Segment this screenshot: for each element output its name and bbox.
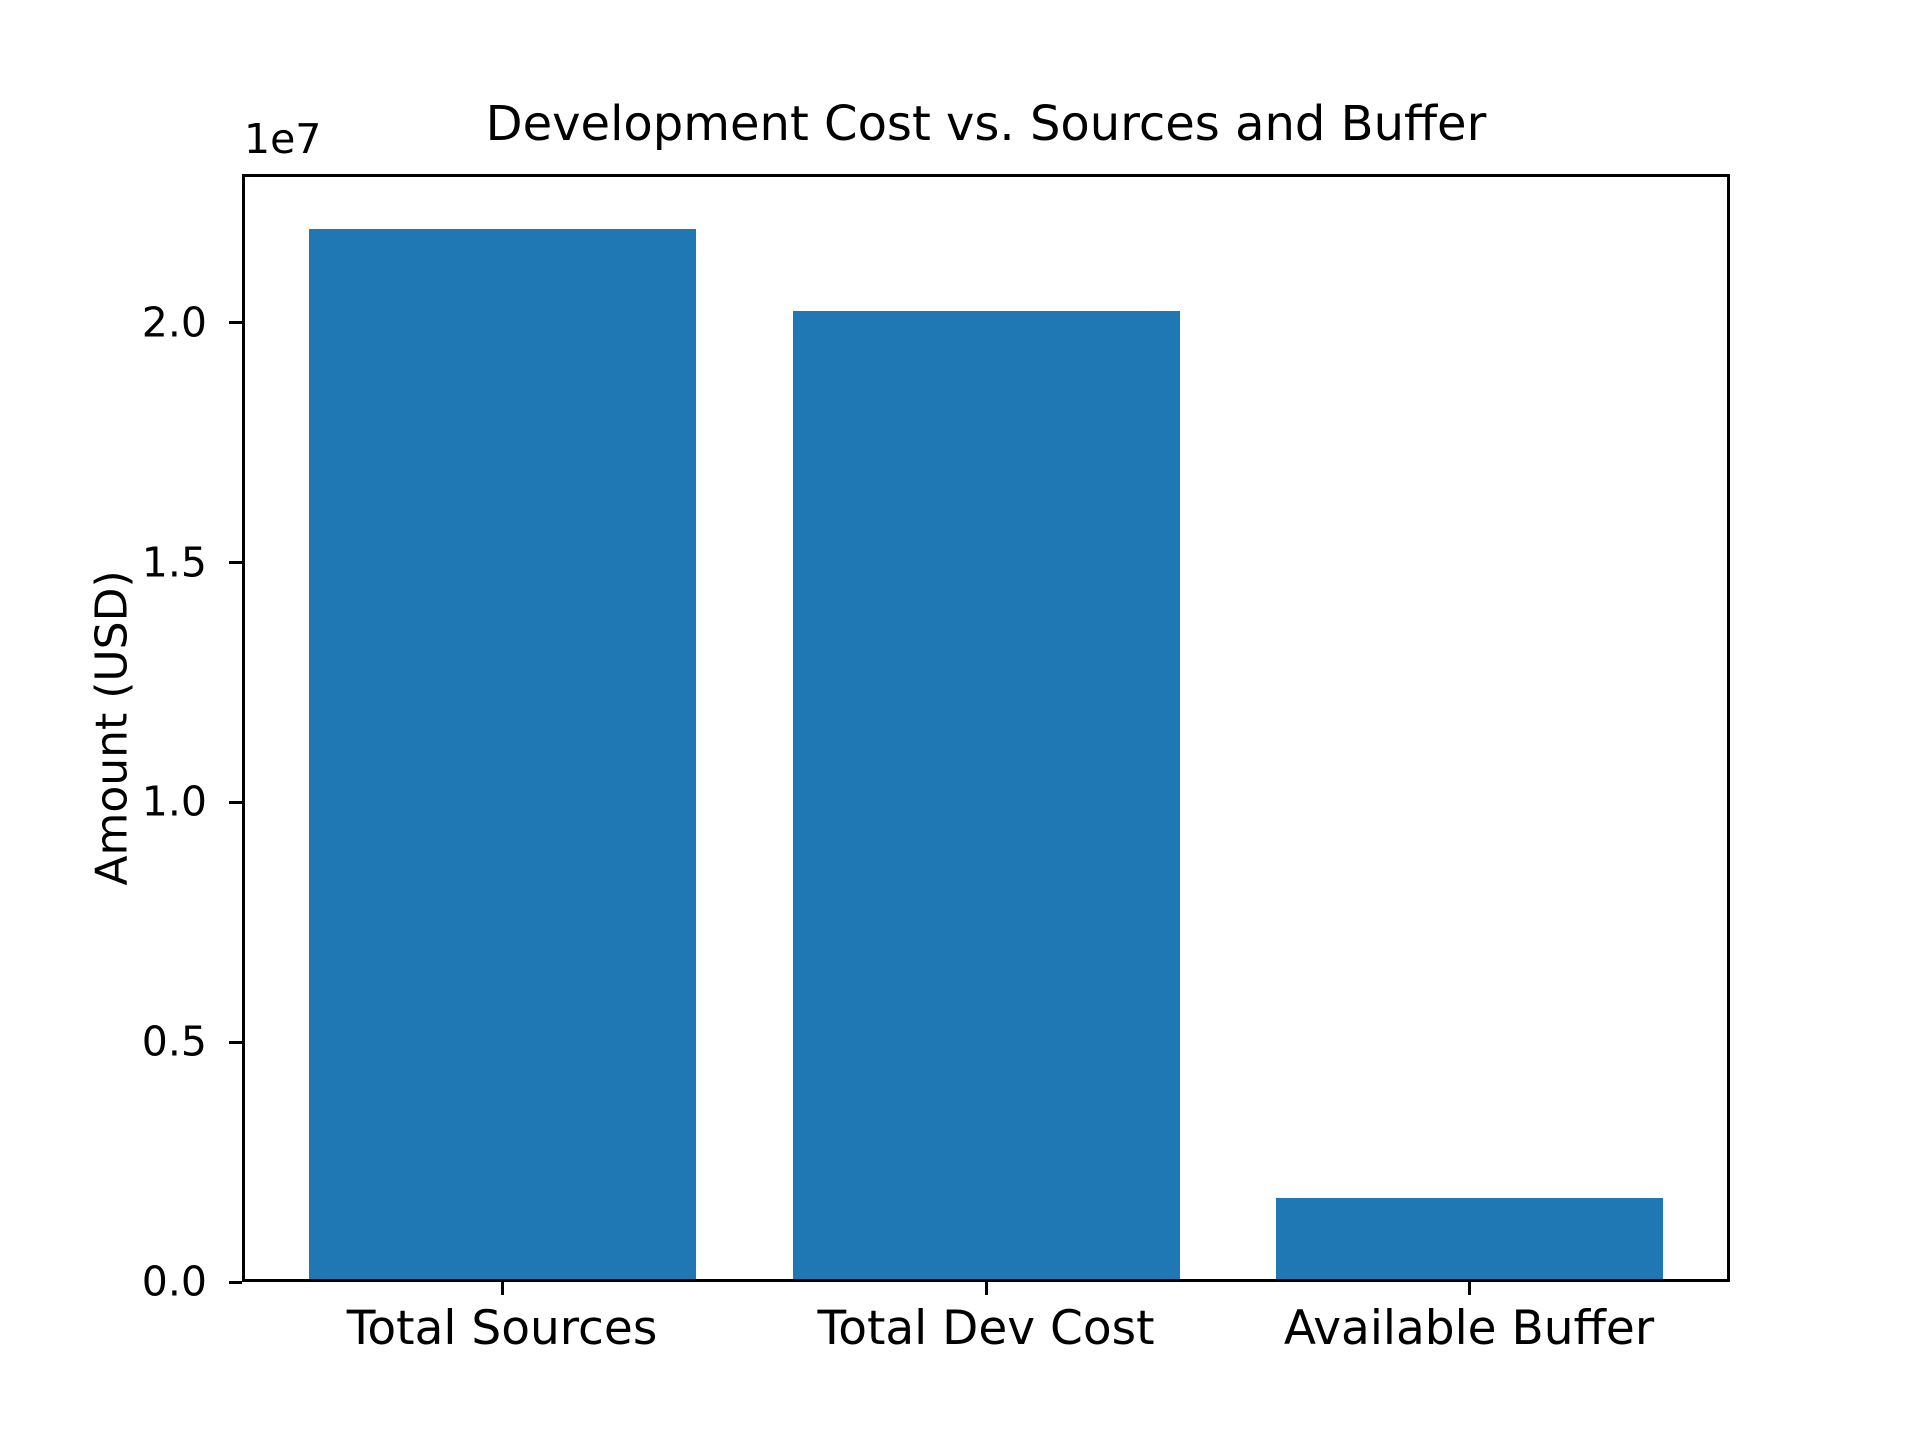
- bar-available-buffer: [1275, 1198, 1663, 1279]
- y-tick-mark: [229, 1040, 242, 1044]
- y-tick-label: 2.0: [141, 298, 207, 347]
- x-tick-label-total-dev-cost: Total Dev Cost: [817, 1301, 1155, 1356]
- y-tick-label: 0.5: [141, 1017, 207, 1066]
- y-tick-label: 1.5: [141, 538, 207, 587]
- chart-title: Development Cost vs. Sources and Buffer: [485, 96, 1487, 152]
- y-tick-label: 1.0: [141, 777, 207, 826]
- y-axis-offset-text: 1e7: [244, 115, 322, 163]
- x-tick-label-available-buffer: Available Buffer: [1283, 1301, 1655, 1356]
- y-axis-label: Amount (USD): [86, 570, 138, 886]
- x-tick-mark: [500, 1282, 504, 1295]
- plot-area: [242, 174, 1730, 1282]
- y-tick-mark: [229, 561, 242, 565]
- y-tick-mark: [229, 1280, 242, 1284]
- bar-total-sources: [308, 229, 696, 1279]
- x-tick-mark: [984, 1282, 988, 1295]
- y-tick-label: 0.0: [141, 1257, 207, 1306]
- y-tick-mark: [229, 800, 242, 804]
- y-tick-mark: [229, 321, 242, 325]
- x-tick-mark: [1467, 1282, 1471, 1295]
- bar-total-dev-cost: [792, 311, 1180, 1279]
- x-tick-label-total-sources: Total Sources: [346, 1301, 658, 1356]
